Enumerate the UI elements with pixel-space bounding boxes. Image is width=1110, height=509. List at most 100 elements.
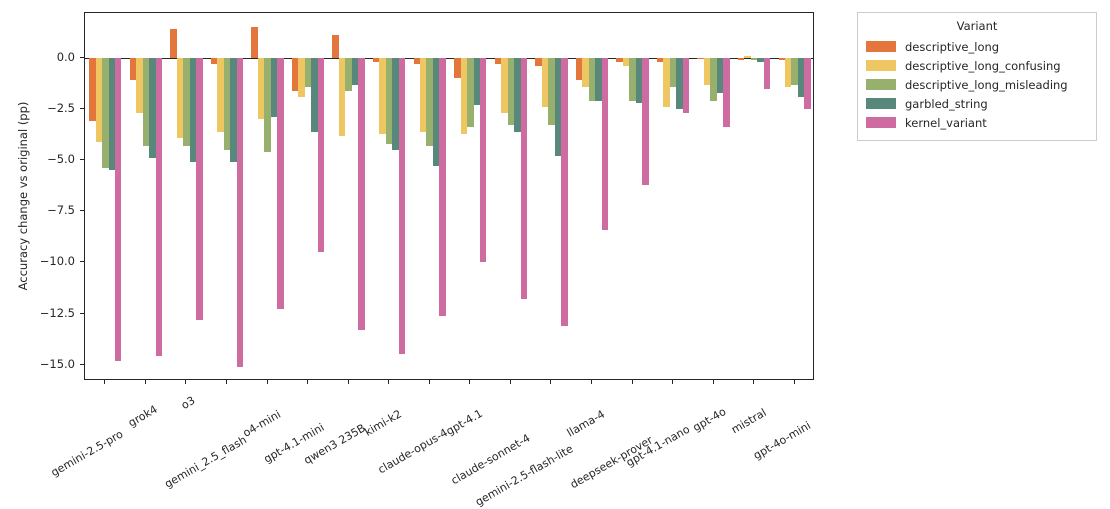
bar: [317, 57, 325, 253]
bar: [473, 57, 480, 105]
bar: [270, 57, 278, 118]
x-axis-tick-label: o4-mini: [240, 407, 283, 440]
bar: [669, 57, 677, 87]
legend-item: kernel_variant: [866, 113, 1088, 132]
bar: [439, 57, 446, 316]
y-axis-tick-mark: [80, 159, 84, 161]
bar: [210, 57, 218, 65]
x-axis-tick-mark: [509, 380, 511, 384]
y-axis-tick-mark: [80, 210, 84, 212]
legend-item: descriptive_long_confusing: [866, 56, 1088, 75]
legend-swatch-icon: [866, 41, 896, 52]
bar: [115, 57, 122, 361]
x-axis-tick-mark: [469, 380, 471, 384]
legend-item: garbled_string: [866, 94, 1088, 113]
x-axis-tick-mark: [631, 380, 633, 384]
bar: [548, 57, 555, 126]
bar: [541, 57, 549, 108]
y-axis-tick-mark: [80, 312, 84, 314]
x-axis-tick-mark: [590, 380, 592, 384]
bar: [454, 57, 461, 79]
bar: [358, 57, 365, 330]
bar: [535, 57, 542, 67]
bar: [757, 57, 764, 63]
bar: [251, 27, 258, 58]
bar: [480, 57, 487, 263]
bar: [595, 57, 602, 101]
x-axis-tick-mark: [266, 380, 268, 384]
x-axis-tick-mark: [307, 380, 309, 384]
bar: [676, 57, 683, 110]
bar: [460, 57, 468, 134]
x-axis-tick-mark: [672, 380, 674, 384]
x-axis-tick-mark: [793, 380, 795, 384]
y-axis-tick-mark: [80, 56, 84, 58]
y-axis-tick-label: −12.5: [39, 305, 75, 320]
legend-swatch-icon: [866, 79, 896, 90]
bar: [398, 57, 406, 355]
bar: [723, 57, 730, 128]
chart-figure: Accuracy change vs original (pp) 0.0 −2.5…: [16, 12, 1097, 509]
x-axis-tick-label: gpt-4.1: [444, 406, 486, 439]
legend-swatch-icon: [866, 60, 896, 71]
bar: [277, 57, 284, 310]
bar: [635, 57, 643, 103]
bar: [582, 57, 589, 87]
legend-item: descriptive_long_misleading: [866, 75, 1088, 94]
bar: [804, 57, 811, 110]
bar: [236, 57, 244, 367]
y-axis-tick-label: −7.5: [47, 203, 75, 218]
x-axis-tick-mark: [388, 380, 390, 384]
bar: [392, 57, 399, 150]
x-axis-tick-label: grok4: [125, 402, 160, 430]
y-axis-tick-label: −10.0: [39, 254, 75, 269]
bar: [703, 57, 711, 85]
bar: [183, 57, 190, 146]
bar: [89, 57, 96, 122]
x-axis-tick-label: gemini-2.5-pro: [48, 427, 126, 480]
x-axis-tick-mark: [347, 380, 349, 384]
bar: [155, 57, 163, 357]
bar: [432, 57, 440, 167]
bar: [311, 57, 318, 132]
bar: [622, 57, 630, 67]
bar: [230, 57, 237, 163]
x-axis-tick-label: gpt-4o-mini: [750, 418, 813, 463]
bar: [514, 57, 521, 132]
bar: [379, 57, 386, 134]
bar: [716, 57, 724, 93]
legend-item: descriptive_long: [866, 37, 1088, 56]
bar: [507, 57, 515, 126]
bar: [737, 57, 745, 60]
y-axis-tick-label: −2.5: [47, 101, 75, 116]
bar: [494, 57, 502, 65]
x-axis-tick-mark: [712, 380, 714, 384]
legend-title: Variant: [956, 19, 998, 33]
bar: [170, 29, 177, 58]
bar: [663, 57, 670, 108]
bar: [629, 57, 636, 101]
y-axis-tick-mark: [80, 363, 84, 365]
x-axis-tick-label: llama-4: [564, 407, 607, 440]
bar: [102, 57, 109, 169]
legend-item-label: descriptive_long_confusing: [905, 58, 1061, 73]
bar: [298, 57, 305, 97]
legend-swatch-icon: [866, 117, 896, 128]
bar: [697, 57, 704, 59]
bar: [413, 57, 420, 65]
legend: Variant descriptive_long descriptive_long…: [857, 12, 1097, 141]
bar: [385, 57, 393, 144]
bar: [561, 57, 568, 326]
bar: [588, 57, 596, 101]
bar: [129, 57, 137, 81]
bar: [554, 57, 562, 157]
plot-area: [84, 12, 814, 380]
x-axis-tick-mark: [753, 380, 755, 384]
bar: [784, 57, 792, 87]
legend-entries: descriptive_long descriptive_long_confusi…: [866, 37, 1088, 132]
bar: [763, 57, 771, 89]
bar: [196, 57, 203, 320]
zero-baseline: [85, 57, 813, 59]
bar: [372, 57, 380, 63]
bar: [601, 57, 609, 230]
